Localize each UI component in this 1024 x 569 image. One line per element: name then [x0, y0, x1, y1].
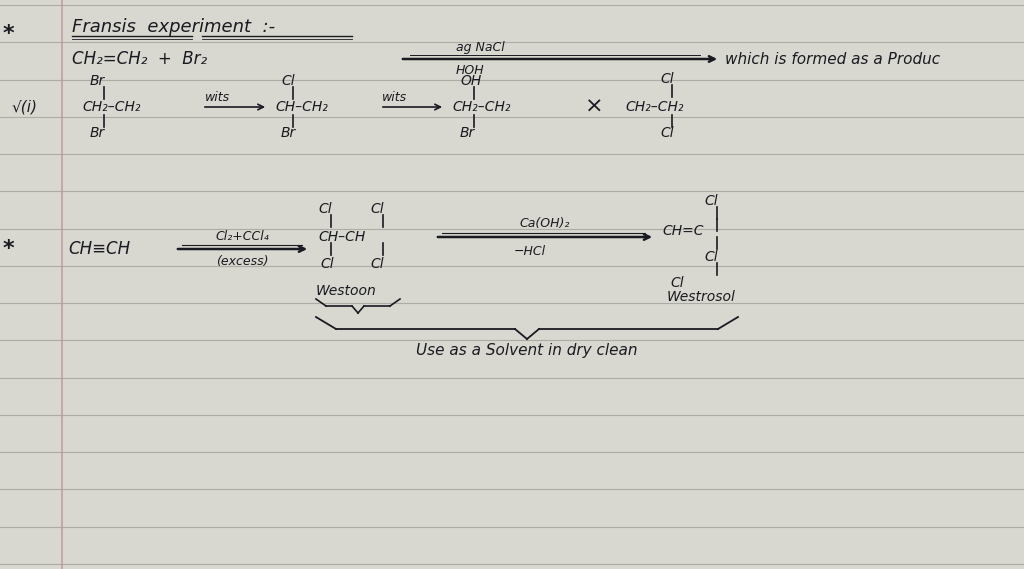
Text: CH=C: CH=C	[662, 224, 703, 238]
Text: CH₂–CH₂: CH₂–CH₂	[82, 100, 140, 114]
Text: Cl: Cl	[660, 72, 674, 86]
Text: CH–CH₂: CH–CH₂	[275, 100, 328, 114]
Text: Br: Br	[90, 126, 105, 140]
Text: OH: OH	[460, 74, 481, 88]
Text: Use as a Solvent in dry clean: Use as a Solvent in dry clean	[416, 344, 638, 358]
Text: *: *	[3, 24, 14, 44]
Text: CH–CH: CH–CH	[318, 230, 366, 244]
Text: Cl₂+CCl₄: Cl₂+CCl₄	[215, 229, 269, 242]
Text: which is formed as a Produc: which is formed as a Produc	[725, 52, 940, 67]
Text: CH₂–CH₂: CH₂–CH₂	[452, 100, 511, 114]
Text: Cl: Cl	[318, 202, 332, 216]
Text: ×: ×	[585, 97, 603, 117]
Text: CH≡CH: CH≡CH	[68, 240, 130, 258]
Text: Cl: Cl	[370, 202, 384, 216]
Text: Westrosol: Westrosol	[667, 290, 736, 304]
Text: Cl: Cl	[705, 194, 718, 208]
Text: √(i): √(i)	[12, 100, 38, 114]
Text: CH₂–CH₂: CH₂–CH₂	[625, 100, 683, 114]
Text: *: *	[3, 239, 14, 259]
Text: Westoon: Westoon	[316, 284, 377, 298]
Text: Cl: Cl	[670, 276, 684, 290]
Text: ag NaCl: ag NaCl	[456, 40, 505, 53]
Text: Cl: Cl	[705, 250, 718, 264]
Text: Cl: Cl	[370, 257, 384, 271]
Text: wits: wits	[205, 90, 230, 104]
Text: CH₂=CH₂  +  Br₂: CH₂=CH₂ + Br₂	[72, 50, 207, 68]
Text: wits: wits	[382, 90, 408, 104]
Text: Br: Br	[281, 126, 296, 140]
Text: Br: Br	[460, 126, 475, 140]
Text: HOH: HOH	[456, 64, 484, 76]
Text: Cl: Cl	[319, 257, 334, 271]
Text: Br: Br	[90, 74, 105, 88]
Text: (excess): (excess)	[216, 254, 268, 267]
Text: −HCl: −HCl	[514, 245, 546, 258]
Text: Fransis  experiment  :-: Fransis experiment :-	[72, 18, 275, 36]
Text: Ca(OH)₂: Ca(OH)₂	[520, 216, 570, 229]
Text: Cl: Cl	[660, 126, 674, 140]
Text: Cl: Cl	[281, 74, 295, 88]
